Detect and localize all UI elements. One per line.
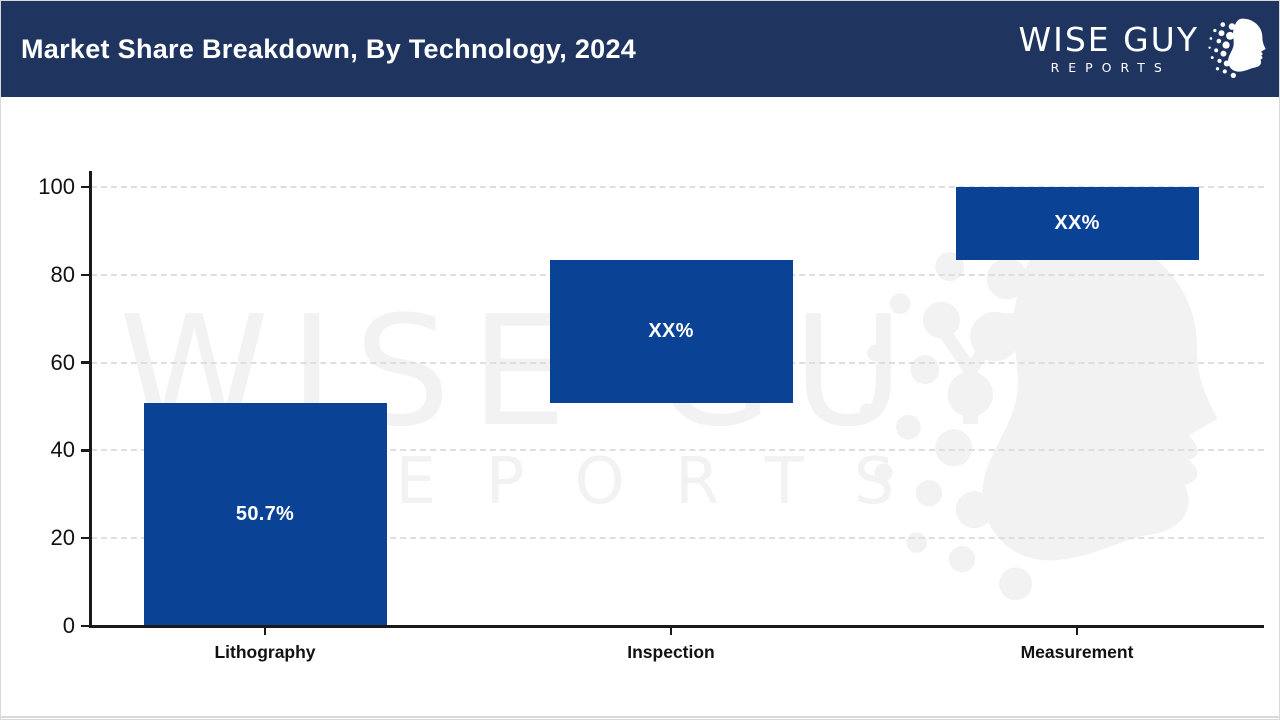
x-axis-label: Measurement xyxy=(1020,642,1134,662)
y-tick xyxy=(81,273,89,277)
brand-text: WISE GUY REPORTS xyxy=(1018,23,1199,75)
page-title: Market Share Breakdown, By Technology, 2… xyxy=(21,33,637,64)
gridline xyxy=(91,537,1264,540)
y-tick xyxy=(81,624,89,628)
chart-plot-area: 0 20 40 60 80 100 50.7% Lithography XX% Inspectio… xyxy=(1,97,1279,717)
brand-name: WISE GUY xyxy=(1018,20,1199,60)
y-tick-label: 0 xyxy=(62,613,75,638)
watermark-subtitle: REPORTS xyxy=(301,445,945,519)
x-tick xyxy=(1075,627,1079,635)
y-tick-label: 40 xyxy=(50,437,75,463)
y-tick xyxy=(81,185,89,189)
bar-label: XX% xyxy=(1054,211,1100,234)
y-tick-label: 100 xyxy=(38,174,75,199)
brand-subtitle: REPORTS xyxy=(1050,59,1171,75)
y-tick-label: 60 xyxy=(50,349,75,375)
bar-label: 50.7% xyxy=(235,503,295,526)
x-axis-label: Lithography xyxy=(214,642,316,662)
y-tick-label: 80 xyxy=(50,261,75,287)
gridline xyxy=(91,186,1264,188)
y-tick xyxy=(81,536,89,540)
brand-logo: WISE GUY REPORTS xyxy=(1018,7,1269,91)
header-bar: Market Share Breakdown, By Technology, 2… xyxy=(1,1,1279,97)
bar: 50.7% xyxy=(143,403,387,626)
y-tick xyxy=(81,449,89,452)
x-axis-spine xyxy=(89,625,1264,628)
x-tick xyxy=(669,627,673,635)
x-tick xyxy=(263,627,267,635)
bar-label: XX% xyxy=(648,320,694,343)
bar: XX% xyxy=(549,259,793,404)
bar: XX% xyxy=(955,187,1199,260)
brand-head-icon xyxy=(1208,18,1266,79)
y-axis-spine xyxy=(89,171,92,627)
x-axis-label: Inspection xyxy=(627,642,715,662)
gridline xyxy=(91,449,1264,452)
y-tick-label: 20 xyxy=(50,525,75,551)
y-tick xyxy=(81,361,89,364)
bottom-divider xyxy=(1,716,1279,718)
